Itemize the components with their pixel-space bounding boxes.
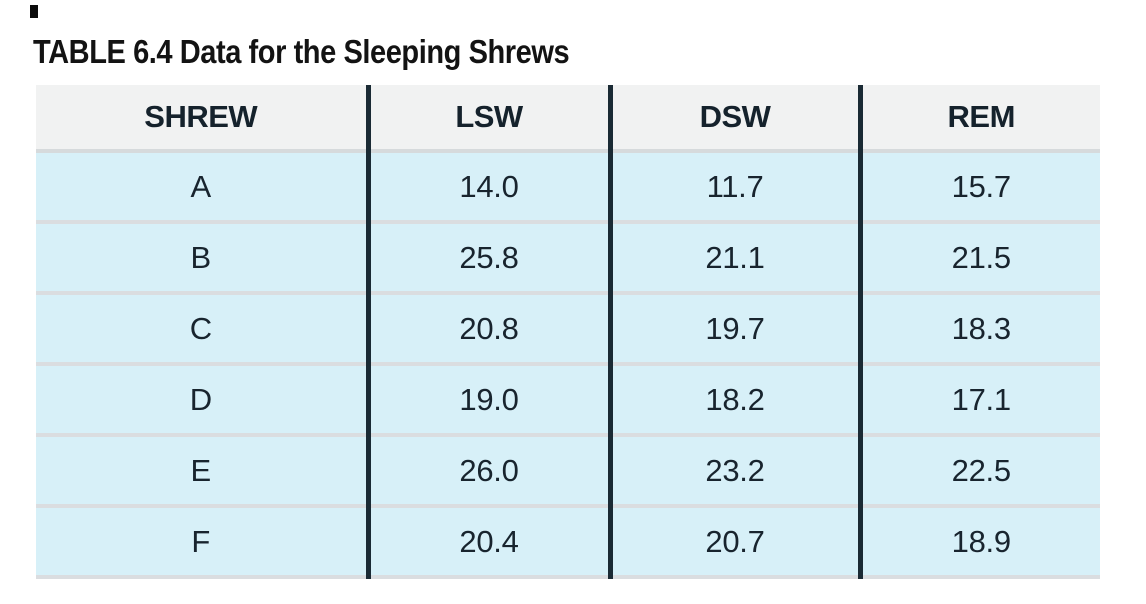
- cell-shrew: E: [36, 435, 368, 508]
- table-row-b: B 25.8 21.1 21.5: [36, 222, 1100, 295]
- cell-lsw: 14.0: [365, 151, 610, 224]
- table-body: A 14.0 11.7 15.7 B 25.8 21.1 21.5 C 20.8…: [36, 151, 1100, 579]
- cell-lsw: 20.4: [365, 506, 610, 579]
- cell-shrew: C: [36, 293, 368, 366]
- column-header-rem: REM: [857, 85, 1100, 153]
- cell-shrew: F: [36, 506, 368, 579]
- cell-shrew: A: [36, 151, 368, 224]
- table-row-d: D 19.0 18.2 17.1: [36, 364, 1100, 437]
- table-row-e: E 26.0 23.2 22.5: [36, 435, 1100, 508]
- table-row-c: C 20.8 19.7 18.3: [36, 293, 1100, 366]
- cell-shrew: B: [36, 222, 368, 295]
- header-row: SHREW LSW DSW REM: [36, 85, 1100, 153]
- cell-rem: 22.5: [857, 435, 1100, 508]
- column-header-dsw: DSW: [607, 85, 860, 153]
- table-header: SHREW LSW DSW REM: [36, 85, 1100, 153]
- cell-lsw: 25.8: [365, 222, 610, 295]
- column-header-lsw: LSW: [365, 85, 610, 153]
- table-row-f: F 20.4 20.7 18.9: [36, 506, 1100, 579]
- cell-shrew: D: [36, 364, 368, 437]
- cell-dsw: 18.2: [607, 364, 860, 437]
- cell-rem: 18.3: [857, 293, 1100, 366]
- cell-dsw: 11.7: [607, 151, 860, 224]
- table-row-a: A 14.0 11.7 15.7: [36, 151, 1100, 224]
- cell-dsw: 21.1: [607, 222, 860, 295]
- cell-rem: 21.5: [857, 222, 1100, 295]
- caret-artifact-mark: [30, 5, 38, 18]
- cell-rem: 18.9: [857, 506, 1100, 579]
- cell-lsw: 19.0: [365, 364, 610, 437]
- sleeping-shrews-data-table: SHREW LSW DSW REM A 14.0 11.7 15.7 B 25.…: [36, 85, 1100, 579]
- cell-lsw: 20.8: [365, 293, 610, 366]
- cell-dsw: 19.7: [607, 293, 860, 366]
- cell-lsw: 26.0: [365, 435, 610, 508]
- cell-dsw: 23.2: [607, 435, 860, 508]
- cell-rem: 17.1: [857, 364, 1100, 437]
- cell-dsw: 20.7: [607, 506, 860, 579]
- column-header-shrew: SHREW: [36, 85, 368, 153]
- table-caption: TABLE 6.4 Data for the Sleeping Shrews: [33, 33, 570, 70]
- cell-rem: 15.7: [857, 151, 1100, 224]
